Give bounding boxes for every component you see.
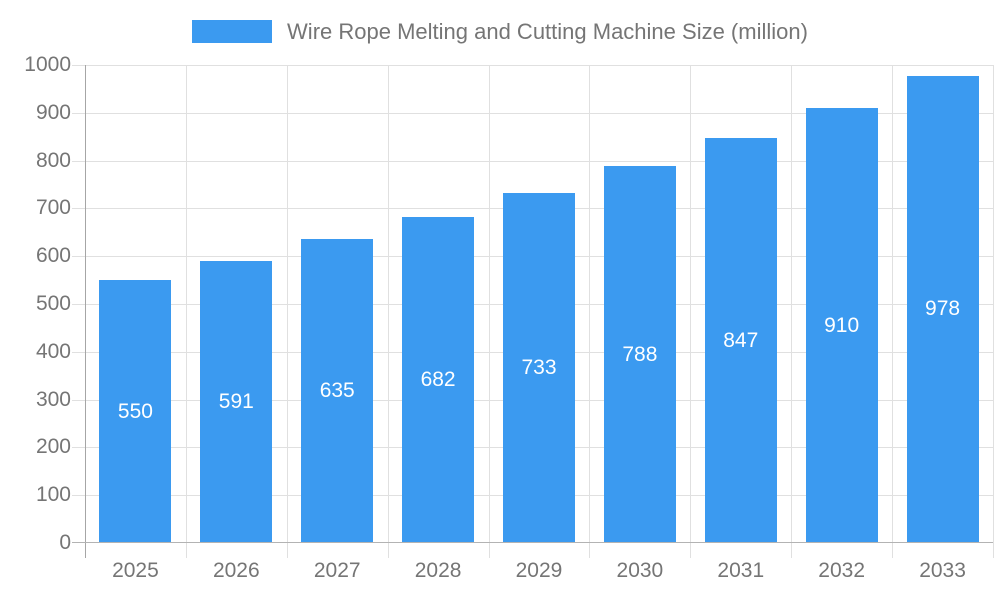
x-axis-line: [72, 542, 993, 543]
legend-swatch: [192, 20, 273, 43]
y-axis-tick-label: 700: [35, 196, 71, 220]
x-axis-tick-label: 2031: [717, 559, 765, 582]
x-axis-tick-label: 2030: [616, 559, 664, 582]
chart-title: Wire Rope Melting and Cutting Machine Si…: [287, 19, 808, 44]
x-gridline: [993, 65, 994, 558]
y-gridline: [72, 65, 993, 66]
x-gridline: [488, 65, 490, 558]
y-gridline: [72, 112, 993, 114]
bar: 591: [200, 260, 273, 543]
y-axis-line: [85, 65, 86, 558]
y-axis-tick-label: 600: [35, 244, 71, 268]
y-axis-tick-label: 100: [35, 483, 71, 507]
bar: 550: [99, 280, 172, 543]
bar-value-label: 591: [218, 389, 254, 413]
y-axis-tick-label: 0: [59, 531, 71, 554]
y-axis-tick-label: 1000: [24, 53, 71, 76]
y-axis-tick-label: 500: [35, 292, 71, 315]
bar: 733: [503, 192, 575, 543]
x-gridline: [892, 65, 894, 558]
bar: 847: [704, 138, 777, 543]
bar-value-label: 910: [824, 313, 860, 337]
bar-value-label: 788: [622, 342, 658, 366]
y-axis-tick-label: 800: [35, 148, 71, 172]
y-axis-tick-label: 400: [35, 339, 71, 363]
x-axis-tick-label: 2026: [212, 559, 260, 582]
bar: 978: [906, 75, 979, 543]
x-axis-tick-label: 2033: [919, 559, 966, 582]
y-axis-tick-label: 300: [35, 387, 71, 411]
x-axis-tick-label: 2032: [818, 559, 866, 582]
x-axis-tick-label: 2029: [515, 559, 563, 582]
bar-value-label: 682: [420, 368, 456, 391]
bar-value-label: 550: [117, 399, 153, 423]
y-gridline: [72, 160, 993, 162]
x-gridline: [589, 65, 591, 558]
x-gridline: [791, 65, 793, 558]
y-axis-tick-label: 200: [35, 435, 71, 459]
x-axis-tick-label: 2027: [313, 559, 361, 582]
bar-value-label: 635: [319, 379, 355, 403]
bar-value-label: 733: [521, 355, 557, 379]
x-gridline: [185, 65, 187, 558]
bar-value-label: 978: [925, 297, 961, 321]
x-gridline: [690, 65, 692, 558]
x-gridline: [387, 65, 389, 558]
y-axis-tick-label: 900: [35, 100, 71, 124]
bar: 910: [805, 108, 878, 543]
bar: 682: [402, 217, 475, 543]
legend: Wire Rope Melting and Cutting Machine Si…: [0, 20, 1000, 43]
x-gridline: [286, 65, 288, 558]
bar: 788: [603, 166, 676, 543]
x-axis-tick-label: 2028: [414, 559, 462, 582]
bar-value-label: 847: [723, 328, 759, 352]
bar: 635: [301, 239, 374, 543]
plot-area: 550 591 635 682 733 788 847 910 978: [72, 65, 994, 558]
x-axis-tick-label: 2025: [112, 559, 159, 582]
